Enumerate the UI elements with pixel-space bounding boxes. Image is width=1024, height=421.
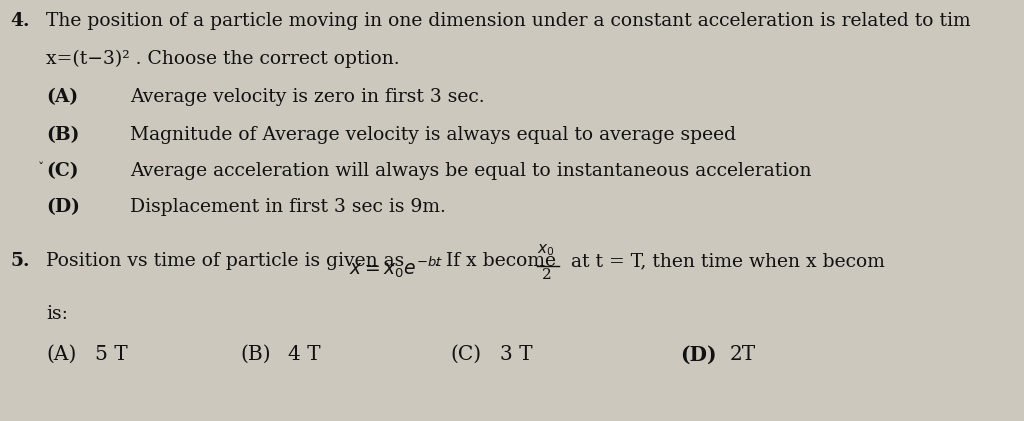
Text: (B): (B) <box>46 126 80 144</box>
Text: Average acceleration will always be equal to instantaneous acceleration: Average acceleration will always be equa… <box>130 162 811 180</box>
Text: 3 T: 3 T <box>500 345 532 364</box>
Text: (B): (B) <box>240 345 270 364</box>
Text: (D): (D) <box>46 198 80 216</box>
Text: Average velocity is zero in first 3 sec.: Average velocity is zero in first 3 sec. <box>130 88 484 106</box>
Text: $x = x_0 e^{-bt}$: $x = x_0 e^{-bt}$ <box>349 254 443 280</box>
Text: 2T: 2T <box>730 345 757 364</box>
Text: (C): (C) <box>450 345 481 364</box>
Text: is:: is: <box>46 305 68 323</box>
Text: . If x become: . If x become <box>434 252 556 270</box>
Text: (C): (C) <box>46 162 79 180</box>
Text: $x_0$: $x_0$ <box>538 242 555 258</box>
Text: Magnitude of Average velocity is always equal to average speed: Magnitude of Average velocity is always … <box>130 126 736 144</box>
Text: 4 T: 4 T <box>288 345 321 364</box>
Text: (A): (A) <box>46 88 78 106</box>
Text: 4.: 4. <box>10 12 30 30</box>
Text: The position of a particle moving in one dimension under a constant acceleration: The position of a particle moving in one… <box>46 12 971 30</box>
Text: at t = T, then time when x becom: at t = T, then time when x becom <box>565 252 886 270</box>
Text: Position vs time of particle is given as: Position vs time of particle is given as <box>46 252 411 270</box>
Text: 5.: 5. <box>10 252 30 270</box>
Text: (D): (D) <box>680 345 717 365</box>
Text: ˇ: ˇ <box>38 162 44 175</box>
Text: 5 T: 5 T <box>95 345 128 364</box>
Text: Displacement in first 3 sec is 9m.: Displacement in first 3 sec is 9m. <box>130 198 445 216</box>
Text: (A): (A) <box>46 345 77 364</box>
Text: x=(t−3)² . Choose the correct option.: x=(t−3)² . Choose the correct option. <box>46 50 399 68</box>
Text: 2: 2 <box>543 268 552 282</box>
